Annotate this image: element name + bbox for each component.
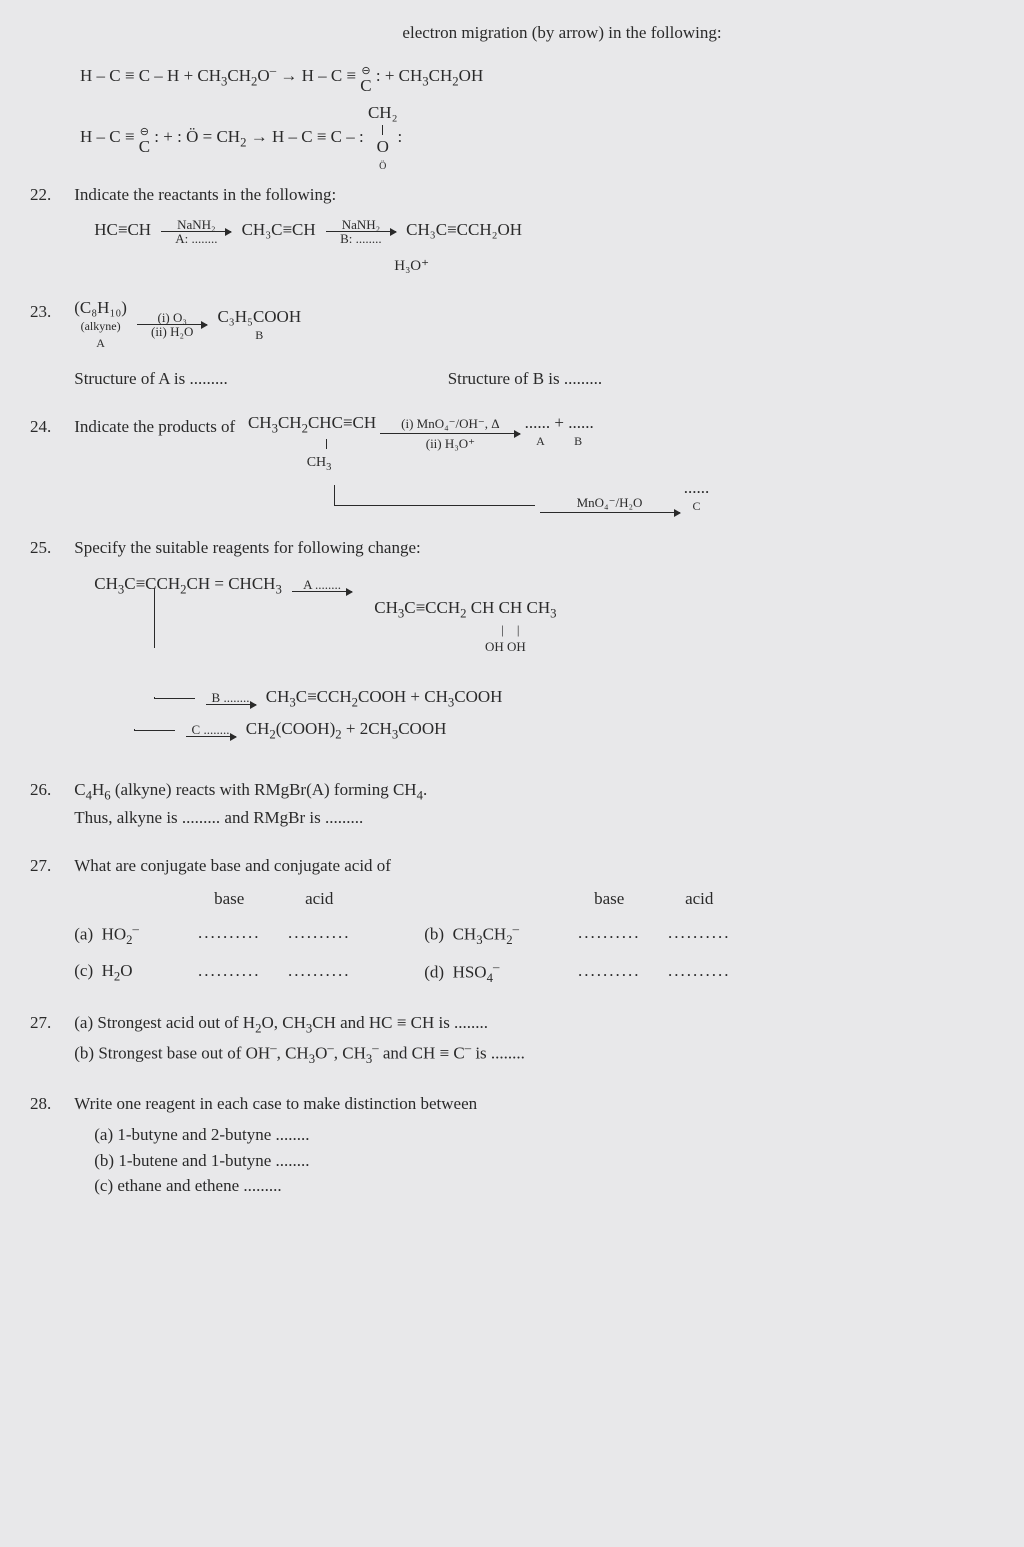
q23-structure-b: Structure of B is ......... [448, 366, 602, 392]
q28-text: Write one reagent in each case to make d… [74, 1094, 477, 1113]
blank-dots: .......... [184, 920, 274, 950]
q26-line2: Thus, alkyne is ......... and RMgBr is .… [74, 805, 974, 831]
q28-c: (c) ethane and ethene ......... [94, 1173, 974, 1199]
q22-reactant-left: HC≡CH [94, 220, 151, 239]
q24-arrow-1: (i) MnO₄⁻/OH⁻, Δ (ii) H₃O⁺ [380, 414, 520, 454]
question-27-1: 27. What are conjugate base and conjugat… [30, 853, 994, 988]
q22-below: H₃O⁺ [394, 255, 974, 278]
question-28: 28. Write one reagent in each case to ma… [30, 1091, 994, 1199]
page-header-fragment: electron migration (by arrow) in the fol… [130, 20, 994, 46]
question-27-2: 27. (a) Strongest acid out of H2O, CH3CH… [30, 1010, 994, 1069]
question-23: 23. (C₈H₁₀) (alkyne) A (i) O₃ (ii) H₂O C… [30, 299, 994, 392]
q27a-header-base-left: base [184, 886, 274, 912]
blank-dots: .......... [274, 920, 364, 950]
q23-reactant: (C₈H₁₀) (alkyne) A [74, 299, 127, 350]
q24-products-ab: ...... + ...... A B [525, 414, 594, 448]
question-26: 26. C4H6 (alkyne) reacts with RMgBr(A) f… [30, 777, 994, 831]
blank-dots: .......... [184, 958, 274, 988]
question-22: 22. Indicate the reactants in the follow… [30, 182, 994, 278]
q24-number: 24. [30, 414, 70, 440]
blank-dots: .......... [564, 958, 654, 988]
q28-b: (b) 1-butene and 1-butyne ........ [94, 1148, 974, 1174]
q25-text: Specify the suitable reagents for follow… [74, 538, 421, 557]
q24-arrow-2: MnO₄⁻/H₂O [540, 493, 680, 514]
q25-arrow-a: A ........ [292, 578, 352, 592]
q24-text: Indicate the products of [74, 417, 235, 436]
q25-product-b: CH3C≡CCH2COOH + CH3COOH [266, 687, 503, 706]
blank-dots: .......... [564, 920, 654, 950]
q23-product: C₃H₅COOH B [217, 308, 301, 342]
q27a-opt-a: (a) HO2– [74, 920, 184, 950]
q24-reactant: CH3CH2CHC≡CH CH3 [248, 414, 376, 473]
q27a-opt-b: (b) CH3CH2– [424, 920, 564, 950]
q25-arrow-c: C ........ [186, 723, 236, 737]
q25-start: CH3C≡CCH2CH = CHCH3 [94, 574, 282, 593]
q22-intermediate: CH₃C≡CH [242, 220, 316, 239]
q26-line1: C4H6 (alkyne) reacts with RMgBr(A) formi… [74, 777, 974, 806]
q27a-text: What are conjugate base and conjugate ac… [74, 856, 391, 875]
q22-arrow-1: NaNH₂ A: ........ [161, 218, 231, 245]
q22-number: 22. [30, 182, 70, 208]
equation-2: H – C ≡ ⊖C : + : Ö = CH2 → H – C ≡ C – :… [80, 104, 994, 172]
q22-product: CH₃C≡CCH₂OH [406, 220, 522, 239]
question-25: 25. Specify the suitable reagents for fo… [30, 535, 994, 755]
q27a-opt-d: (d) HSO4– [424, 958, 564, 988]
blank-dots: .......... [274, 958, 364, 988]
q25-number: 25. [30, 535, 70, 561]
q22-text: Indicate the reactants in the following: [74, 185, 336, 204]
q28-a: (a) 1-butyne and 2-butyne ........ [94, 1122, 974, 1148]
q23-structure-a: Structure of A is ......... [74, 366, 227, 392]
q25-arrow-b: B ........ [206, 691, 256, 705]
q25-product-a: CH3C≡CCH2 CH CH CH3 | | OH OH [374, 599, 556, 654]
q27a-header-acid-left: acid [274, 886, 364, 912]
q22-arrow-2: NaNH₂ B: ........ [326, 218, 396, 245]
q27b-number: 27. [30, 1010, 70, 1036]
q23-number: 23. [30, 299, 70, 325]
q23-arrow: (i) O₃ (ii) H₂O [137, 311, 207, 338]
q28-number: 28. [30, 1091, 70, 1117]
q26-number: 26. [30, 777, 70, 803]
q27b-a: (a) Strongest acid out of H2O, CH3CH and… [74, 1010, 974, 1039]
q27a-number: 27. [30, 853, 70, 879]
q27b-b: (b) Strongest base out of OH–, CH3O–, CH… [74, 1039, 974, 1069]
q27a-opt-c: (c) H2O [74, 958, 184, 988]
equation-1: H – C ≡ C – H + CH3CH2O– → H – C ≡ ⊖C : … [80, 60, 994, 94]
blank-dots: .......... [654, 958, 744, 988]
q27a-header-acid-right: acid [654, 886, 744, 912]
q24-product-c: ...... C [684, 479, 710, 513]
question-24: 24. Indicate the products of CH3CH2CHC≡C… [30, 414, 994, 513]
blank-dots: .......... [654, 920, 744, 950]
q27a-header-base-right: base [564, 886, 654, 912]
q25-product-c: CH2(COOH)2 + 2CH3COOH [246, 719, 447, 738]
